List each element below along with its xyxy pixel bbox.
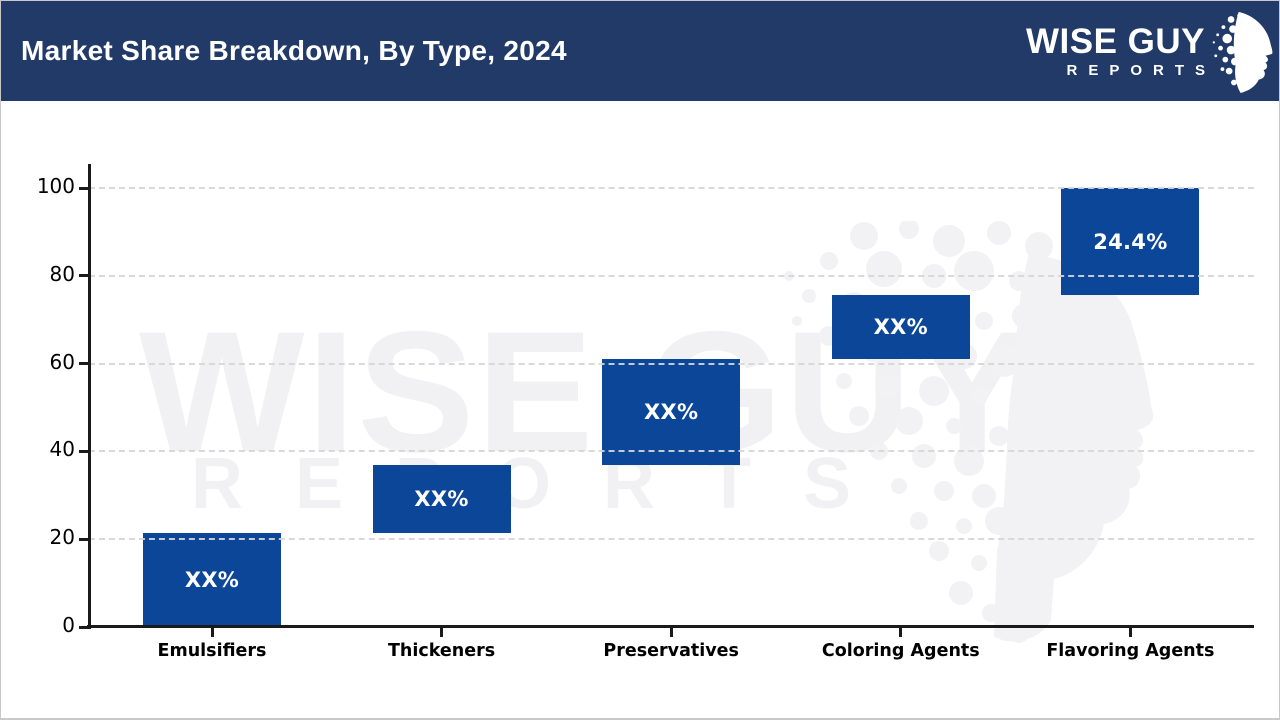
y-axis-line — [88, 164, 91, 629]
bar-preservatives: XX% — [602, 359, 741, 465]
x-tick-emulsifiers — [210, 628, 214, 637]
x-tick-coloring-agents — [899, 628, 903, 637]
brand-logo-text: WISE GUY REPORTS — [1026, 24, 1205, 79]
x-axis-label-thickeners: Thickeners — [388, 641, 496, 661]
gridline-40 — [89, 450, 1254, 453]
x-axis-label-emulsifiers: Emulsifiers — [157, 641, 267, 661]
brand-logo: WISE GUY REPORTS — [1026, 1, 1275, 101]
brand-subtitle: REPORTS — [1066, 61, 1216, 79]
y-tick-label-0: 0 — [62, 613, 75, 637]
y-tick-20 — [79, 537, 88, 541]
gridline-100 — [89, 187, 1254, 189]
watermark-brand-subtitle: REPORTS — [191, 444, 904, 524]
x-axis-label-preservatives: Preservatives — [603, 641, 739, 661]
gridline-80 — [89, 274, 1254, 277]
page-title: Market Share Breakdown, By Type, 2024 — [21, 35, 567, 66]
y-tick-80 — [79, 274, 88, 278]
bar-flavoring-agents: 24.4% — [1061, 188, 1200, 296]
x-tick-thickeners — [440, 628, 444, 637]
x-tick-flavoring-agents — [1128, 628, 1132, 637]
bar-value-label-preservatives: XX% — [644, 399, 699, 424]
x-tick-preservatives — [669, 628, 673, 637]
x-axis-label-coloring-agents: Coloring Agents — [821, 641, 980, 661]
face-profile-logo-icon — [1212, 11, 1273, 94]
y-tick-100 — [79, 186, 88, 190]
bar-coloring-agents: XX% — [831, 295, 970, 360]
gridline-60 — [89, 362, 1254, 365]
y-tick-40 — [79, 449, 88, 453]
y-tick-60 — [79, 362, 88, 366]
gridline-20 — [89, 538, 1254, 541]
brand-name: WISE GUY — [1025, 21, 1205, 61]
header-bar: Market Share Breakdown, By Type, 2024 WI… — [1, 1, 1279, 101]
y-tick-0 — [79, 625, 88, 629]
bar-value-label-thickeners: XX% — [414, 486, 469, 511]
y-tick-label-100: 100 — [36, 174, 75, 198]
bar-value-label-emulsifiers: XX% — [184, 567, 240, 592]
bar-thickeners: XX% — [372, 464, 511, 533]
bar-value-label-flavoring-agents: 24.4% — [1093, 229, 1168, 254]
y-tick-label-80: 80 — [49, 261, 75, 286]
x-axis-label-flavoring-agents: Flavoring Agents — [1046, 641, 1215, 661]
chart-area: WISE GUY REPORTS — [1, 101, 1279, 718]
y-tick-label-40: 40 — [49, 437, 75, 462]
bar-emulsifiers: XX% — [143, 532, 281, 627]
bar-value-label-coloring-agents: XX% — [873, 315, 928, 340]
y-tick-label-20: 20 — [49, 525, 75, 550]
x-axis-line — [87, 625, 1254, 628]
y-tick-label-60: 60 — [49, 349, 75, 374]
